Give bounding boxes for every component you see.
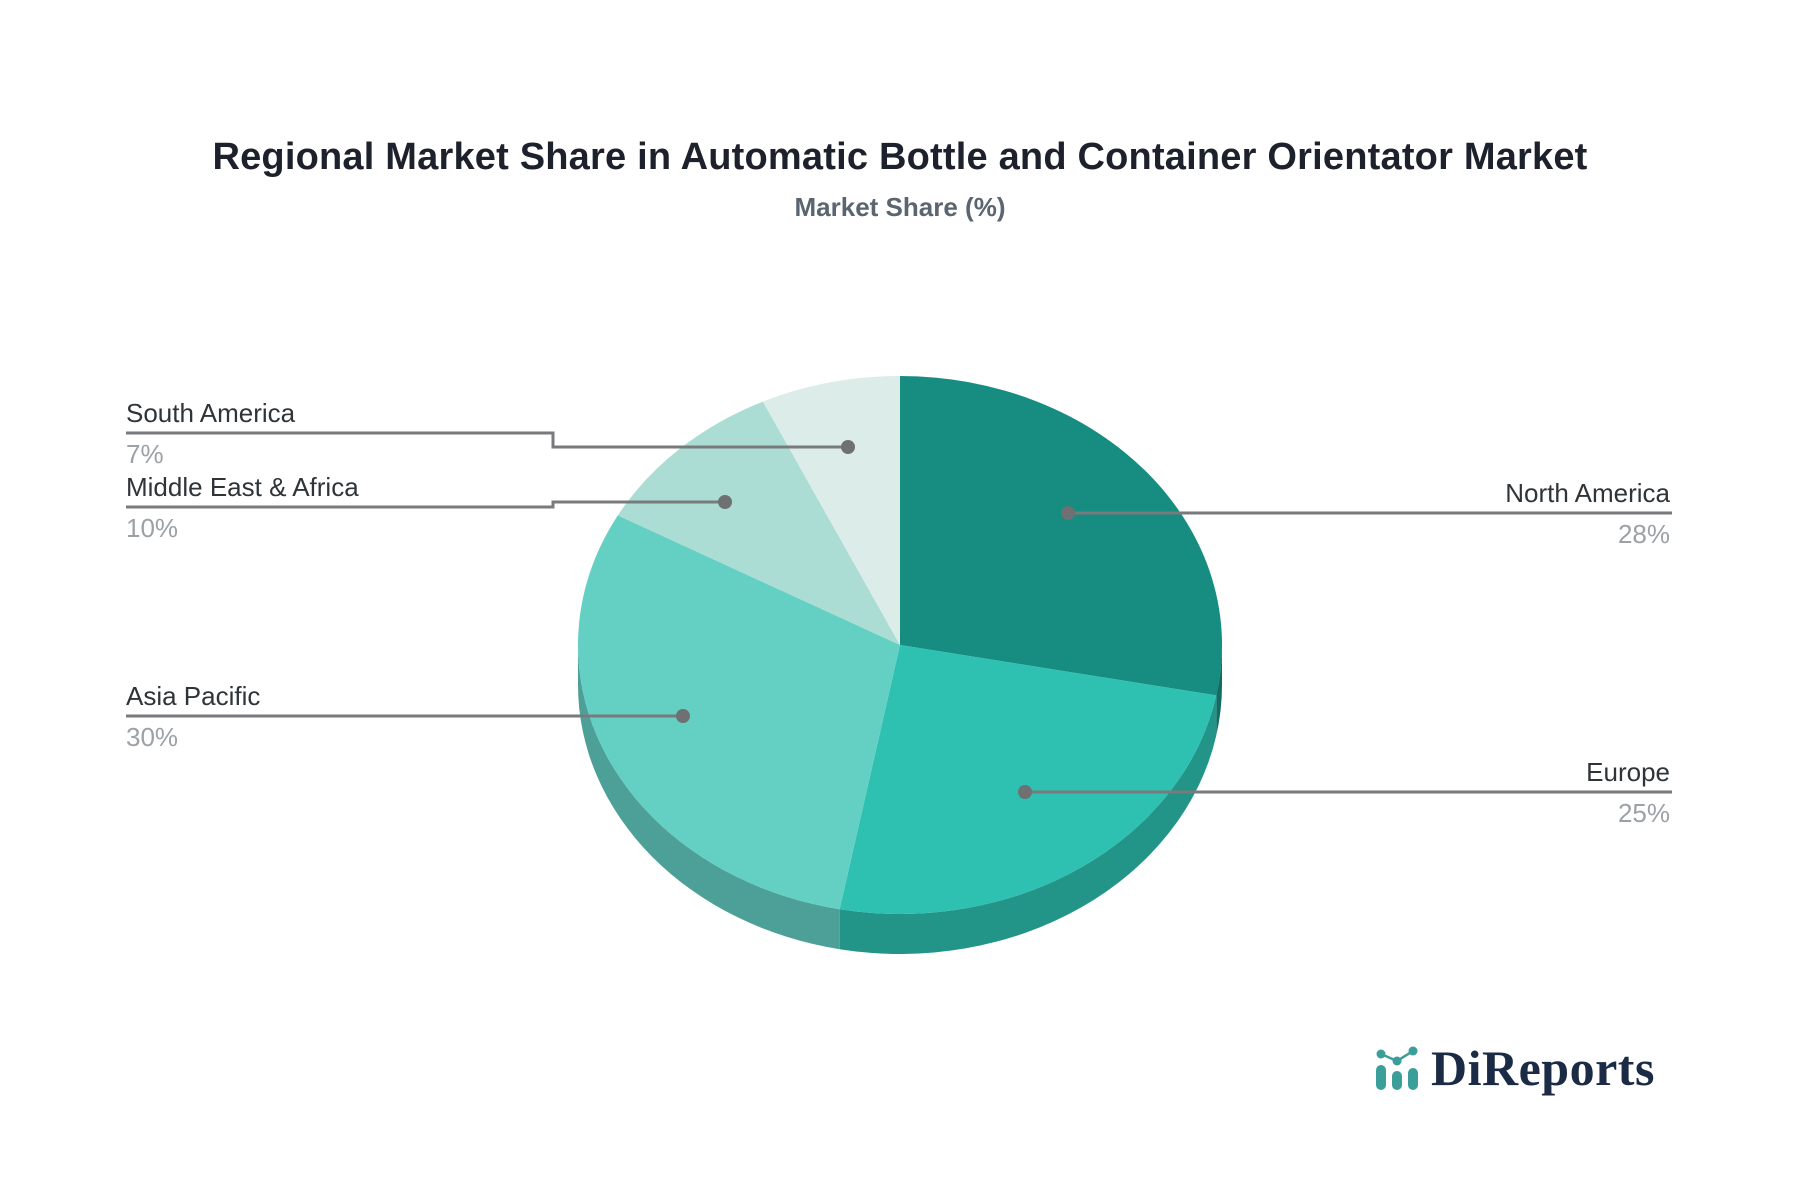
pie-rim-europe <box>839 695 1217 955</box>
slice-value-north-america: 28% <box>1618 519 1670 549</box>
pie-slice-europe <box>839 645 1217 914</box>
slice-label-europe: Europe <box>1586 757 1670 787</box>
slice-value-asia-pacific: 30% <box>126 722 178 752</box>
leader-dot-middle-east-africa <box>718 495 732 509</box>
pie-slice-asia-pacific <box>577 515 900 910</box>
slice-value-europe: 25% <box>1618 798 1670 828</box>
leader-dot-europe <box>1018 785 1032 799</box>
leader-dot-asia-pacific <box>676 709 690 723</box>
chart-title: Regional Market Share in Automatic Bottl… <box>212 136 1588 178</box>
direports-logo-text: DiReports <box>1431 1040 1655 1096</box>
leader-dot-south-america <box>841 440 855 454</box>
slice-value-middle-east-africa: 10% <box>126 513 178 543</box>
slice-label-middle-east-africa: Middle East & Africa <box>126 472 359 502</box>
leader-line-south-america <box>126 431 848 449</box>
pie-slice-north-america <box>900 375 1222 696</box>
direports-logo-icon <box>1376 1046 1418 1090</box>
pie-rim-asia-pacific <box>578 645 840 950</box>
leader-dot-north-america <box>1061 506 1075 520</box>
pie-slice-middle-east-africa <box>617 401 900 645</box>
slice-label-north-america: North America <box>1505 478 1670 508</box>
slice-label-asia-pacific: Asia Pacific <box>126 681 260 711</box>
pie-slice-south-america <box>762 376 900 645</box>
direports-logo: DiReports <box>1374 1040 1655 1096</box>
slice-value-south-america: 7% <box>126 439 164 469</box>
pie-rim-north-america <box>1216 645 1222 736</box>
chart-subtitle: Market Share (%) <box>794 192 1006 222</box>
slice-label-south-america: South America <box>126 398 296 428</box>
leader-line-middle-east-africa <box>126 500 725 509</box>
